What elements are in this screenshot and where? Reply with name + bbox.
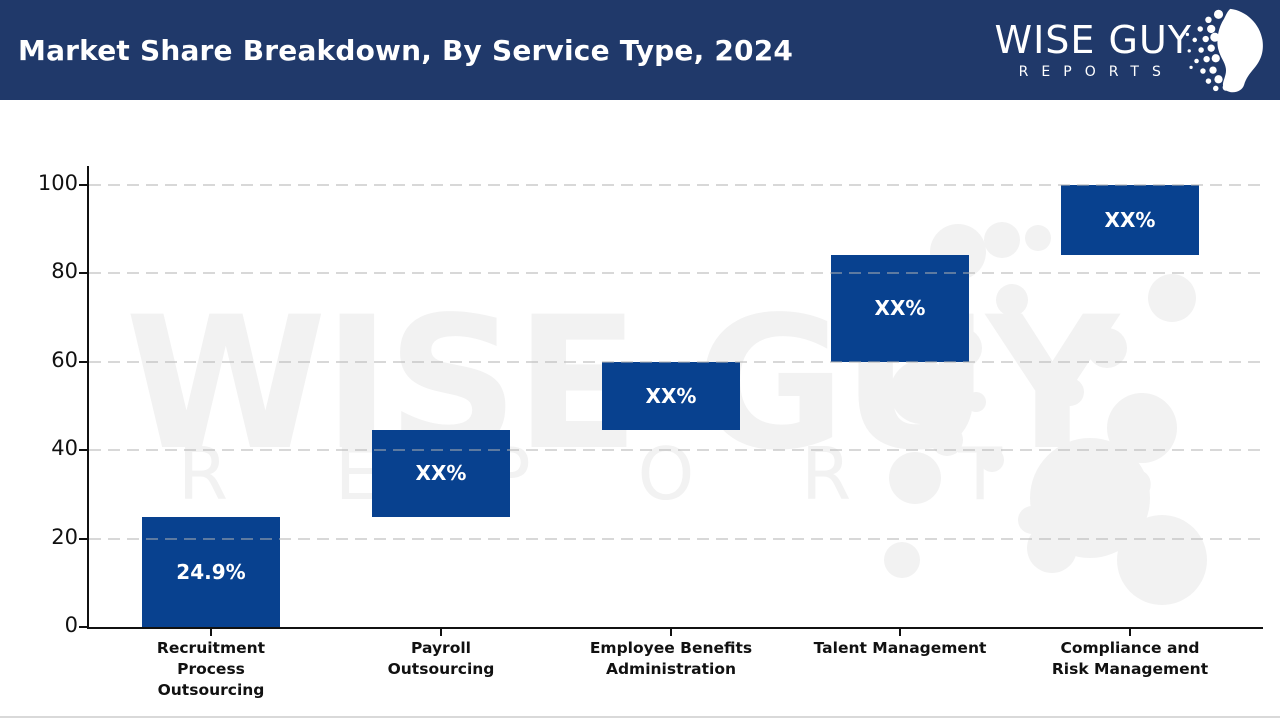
- brand-subname: REPORTS: [1018, 64, 1174, 80]
- bar-segment: XX%: [372, 429, 510, 517]
- brand-name: WISE GUY: [994, 18, 1192, 62]
- x-axis-line: [87, 627, 1263, 629]
- y-tick-mark: [79, 537, 87, 540]
- watermark-dot: [889, 452, 941, 504]
- header-bar: Market Share Breakdown, By Service Type,…: [0, 0, 1280, 100]
- y-tick-mark: [79, 360, 87, 363]
- watermark-dot: [996, 284, 1028, 316]
- y-tick-label: 60: [51, 347, 78, 372]
- y-tick-mark: [79, 626, 87, 628]
- bar-segment: XX%: [602, 361, 740, 430]
- watermark-dot: [1117, 515, 1207, 605]
- y-tick-label: 20: [51, 524, 78, 549]
- x-axis-category-line: Risk Management: [1051, 660, 1209, 678]
- watermark-text-small: R E P O R T S: [178, 432, 1197, 516]
- x-axis-category-line: Talent Management: [813, 639, 987, 657]
- x-axis-category-line: Recruitment: [156, 639, 266, 657]
- x-tick-mark: [210, 627, 212, 636]
- gridline: [89, 449, 1263, 452]
- watermark-dot: [966, 392, 986, 412]
- x-axis-category-label: Compliance and Risk Management: [1010, 638, 1250, 680]
- y-tick-mark: [79, 449, 87, 452]
- gridline: [89, 537, 1263, 540]
- watermark-dot: [1056, 378, 1084, 406]
- x-axis-category-label: Talent Management: [780, 638, 1020, 659]
- y-tick-label: 80: [51, 259, 78, 284]
- gridline: [89, 272, 1263, 275]
- x-tick-mark: [440, 627, 442, 636]
- x-axis-category-line: Compliance and: [1060, 639, 1200, 657]
- bar-value-label: XX%: [1104, 207, 1156, 232]
- x-axis-category-label: Payroll Outsourcing: [321, 638, 561, 680]
- gridline: [89, 360, 1263, 363]
- x-tick-mark: [1129, 627, 1131, 636]
- x-axis-category-line: Employee Benefits: [589, 639, 753, 657]
- head-profile-icon: [1185, 8, 1263, 93]
- watermark-dot: [1148, 274, 1196, 322]
- brand-logo-text: WISE GUY REPORTS: [995, 21, 1192, 79]
- x-tick-mark: [899, 627, 901, 636]
- watermark-dot: [1107, 393, 1177, 463]
- x-tick-mark: [670, 627, 672, 636]
- y-axis-line: [87, 166, 89, 629]
- watermark-dot: [884, 542, 920, 578]
- bar-value-label: XX%: [645, 383, 697, 408]
- watermark-dot: [980, 448, 1004, 472]
- y-tick-label: 100: [37, 171, 78, 195]
- bar-value-label: 24.9%: [176, 559, 246, 584]
- x-axis-category-line: Administration: [605, 660, 737, 678]
- gridline: [89, 184, 1263, 186]
- bar-value-label: XX%: [874, 296, 926, 321]
- watermark-dot: [984, 222, 1020, 258]
- y-tick-label: 40: [51, 436, 78, 461]
- bar-segment: 24.9%: [142, 516, 280, 627]
- x-axis-category-line: Outsourcing: [387, 660, 495, 678]
- x-axis-category-line: Process: [177, 660, 245, 678]
- x-axis-category-label: Recruitment Process Outsourcing: [91, 638, 331, 701]
- x-axis-category-label: Employee Benefits Administration: [551, 638, 791, 680]
- brand-logo: WISE GUY REPORTS: [995, 7, 1270, 93]
- bar-segment: XX%: [831, 254, 969, 362]
- page-title: Market Share Breakdown, By Service Type,…: [18, 33, 794, 67]
- y-tick-mark: [79, 272, 87, 275]
- x-axis-category-line: Outsourcing: [157, 681, 265, 699]
- watermark-dot: [890, 360, 954, 424]
- bar-segment: XX%: [1061, 185, 1199, 255]
- watermark-dot: [1025, 225, 1051, 251]
- y-tick-mark: [79, 184, 87, 186]
- x-axis-category-line: Payroll: [411, 639, 471, 657]
- watermark-dot: [931, 424, 963, 456]
- bar-value-label: XX%: [415, 461, 467, 486]
- y-tick-label: 0: [64, 613, 78, 637]
- watermark-dot: [1018, 506, 1046, 534]
- bottom-divider: [0, 716, 1280, 718]
